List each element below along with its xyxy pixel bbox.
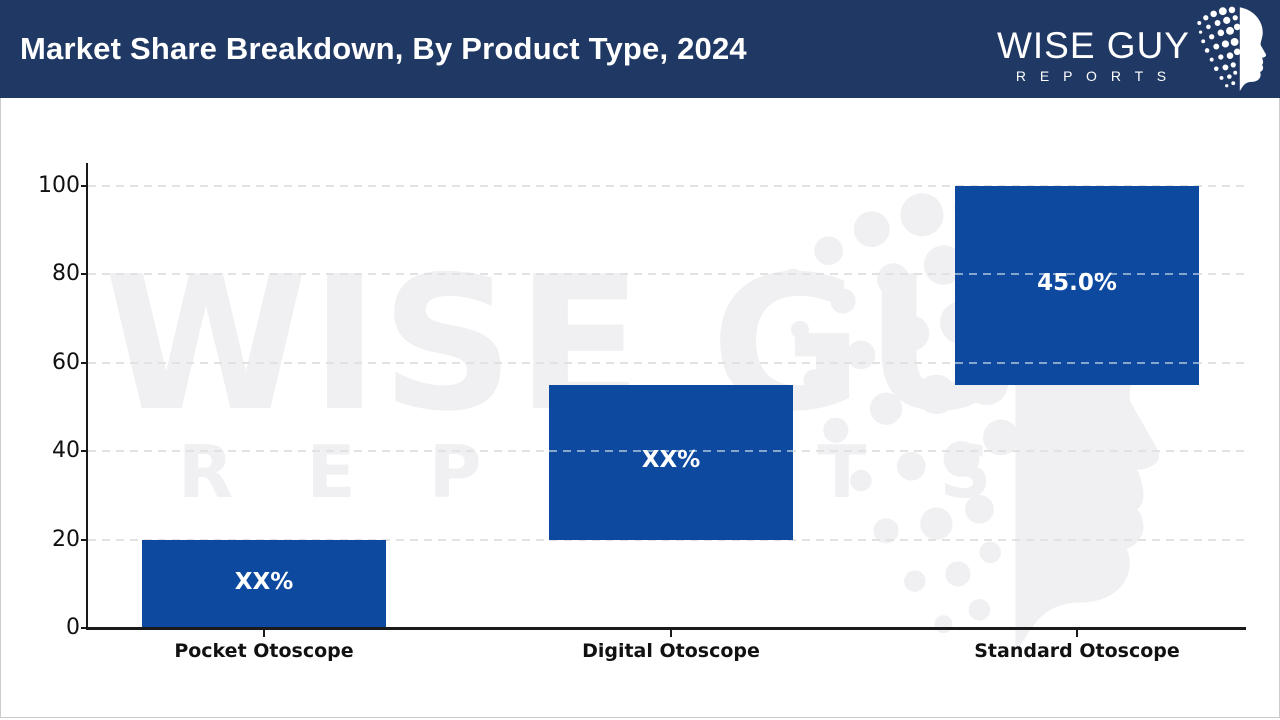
- brand-dotface-icon: [1197, 6, 1266, 91]
- bar-value-label: XX%: [234, 568, 294, 595]
- y-axis-line: [86, 163, 88, 630]
- y-tick-mark: [81, 185, 88, 187]
- gridline: [88, 361, 1246, 364]
- gridline: [88, 185, 1246, 187]
- brand-wordmark: WISE GUY R E P O R T S: [997, 27, 1190, 84]
- y-tick-label: 60: [52, 349, 80, 375]
- header: Market Share Breakdown, By Product Type,…: [0, 0, 1280, 98]
- y-tick-label: 20: [52, 526, 80, 552]
- page-title: Market Share Breakdown, By Product Type,…: [20, 31, 747, 66]
- y-tick-mark: [81, 361, 88, 364]
- bar-gridline-overlay: [955, 361, 1199, 364]
- category-label: Standard Otoscope: [974, 640, 1180, 662]
- y-tick-label: 80: [52, 261, 80, 287]
- x-tick-mark: [1076, 629, 1078, 637]
- bar: XX%: [549, 384, 793, 540]
- y-tick-label: 100: [38, 173, 80, 198]
- y-tick-mark: [81, 538, 88, 541]
- x-tick-mark: [670, 629, 672, 637]
- bar-gridline-overlay: [955, 273, 1199, 276]
- brand-name-label: WISE GUY: [996, 25, 1190, 66]
- category-label: Digital Otoscope: [582, 640, 760, 662]
- gridline: [88, 538, 1246, 541]
- x-tick-mark: [263, 629, 265, 637]
- y-tick-mark: [81, 273, 88, 276]
- bar-gridline-overlay: [549, 450, 793, 453]
- bar-value-label: XX%: [641, 447, 701, 474]
- x-axis-line: [86, 627, 1246, 630]
- bar: 45.0%: [955, 186, 1199, 385]
- y-tick-mark: [81, 450, 88, 453]
- gridline: [88, 273, 1246, 276]
- y-tick-label: 0: [66, 615, 80, 640]
- bar: XX%: [142, 539, 386, 628]
- y-tick-mark: [81, 627, 88, 629]
- brand-reports-label: R E P O R T S: [1015, 68, 1172, 84]
- category-label: Pocket Otoscope: [174, 640, 354, 662]
- bar-value-label: 45.0%: [1037, 270, 1117, 297]
- y-tick-label: 40: [52, 438, 80, 464]
- brand-logo: WISE GUY R E P O R T S: [997, 6, 1266, 91]
